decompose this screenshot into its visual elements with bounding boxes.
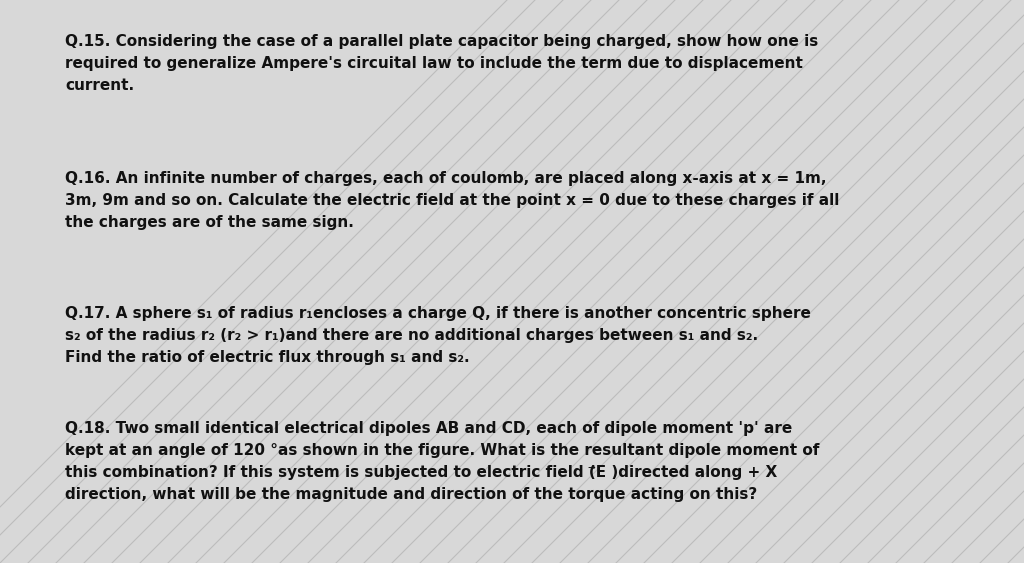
Text: Q.18. Two small identical electrical dipoles AB and CD, each of dipole moment 'p: Q.18. Two small identical electrical dip…: [65, 421, 793, 436]
Bar: [60, 298, 999, 368]
Text: 3m, 9m and so on. Calculate the electric field at the point x = 0 due to these c: 3m, 9m and so on. Calculate the electric…: [65, 193, 840, 208]
Text: this combination? If this system is subjected to electric field (⃗E )directed al: this combination? If this system is subj…: [65, 464, 777, 480]
Text: kept at an angle of 120 °as shown in the figure. What is the resultant dipole mo: kept at an angle of 120 °as shown in the…: [65, 443, 819, 458]
Text: the charges are of the same sign.: the charges are of the same sign.: [65, 215, 354, 230]
Bar: [60, 413, 999, 505]
Text: direction, what will be the magnitude and direction of the torque acting on this: direction, what will be the magnitude an…: [65, 486, 758, 502]
Text: Q.15. Considering the case of a parallel plate capacitor being charged, show how: Q.15. Considering the case of a parallel…: [65, 34, 818, 48]
Bar: [60, 26, 999, 96]
Text: Q.17. A sphere s₁ of radius r₁encloses a charge Q, if there is another concentri: Q.17. A sphere s₁ of radius r₁encloses a…: [65, 306, 811, 320]
Text: Find the ratio of electric flux through s₁ and s₂.: Find the ratio of electric flux through …: [65, 350, 470, 365]
Text: s₂ of the radius r₂ (r₂ > r₁)and there are no additional charges between s₁ and : s₂ of the radius r₂ (r₂ > r₁)and there a…: [65, 328, 758, 343]
Text: required to generalize Ampere's circuital law to include the term due to displac: required to generalize Ampere's circuita…: [65, 56, 803, 70]
Text: current.: current.: [65, 78, 134, 92]
Bar: [60, 163, 999, 233]
Text: Q.16. An infinite number of charges, each of coulomb, are placed along x-axis at: Q.16. An infinite number of charges, eac…: [65, 171, 826, 186]
